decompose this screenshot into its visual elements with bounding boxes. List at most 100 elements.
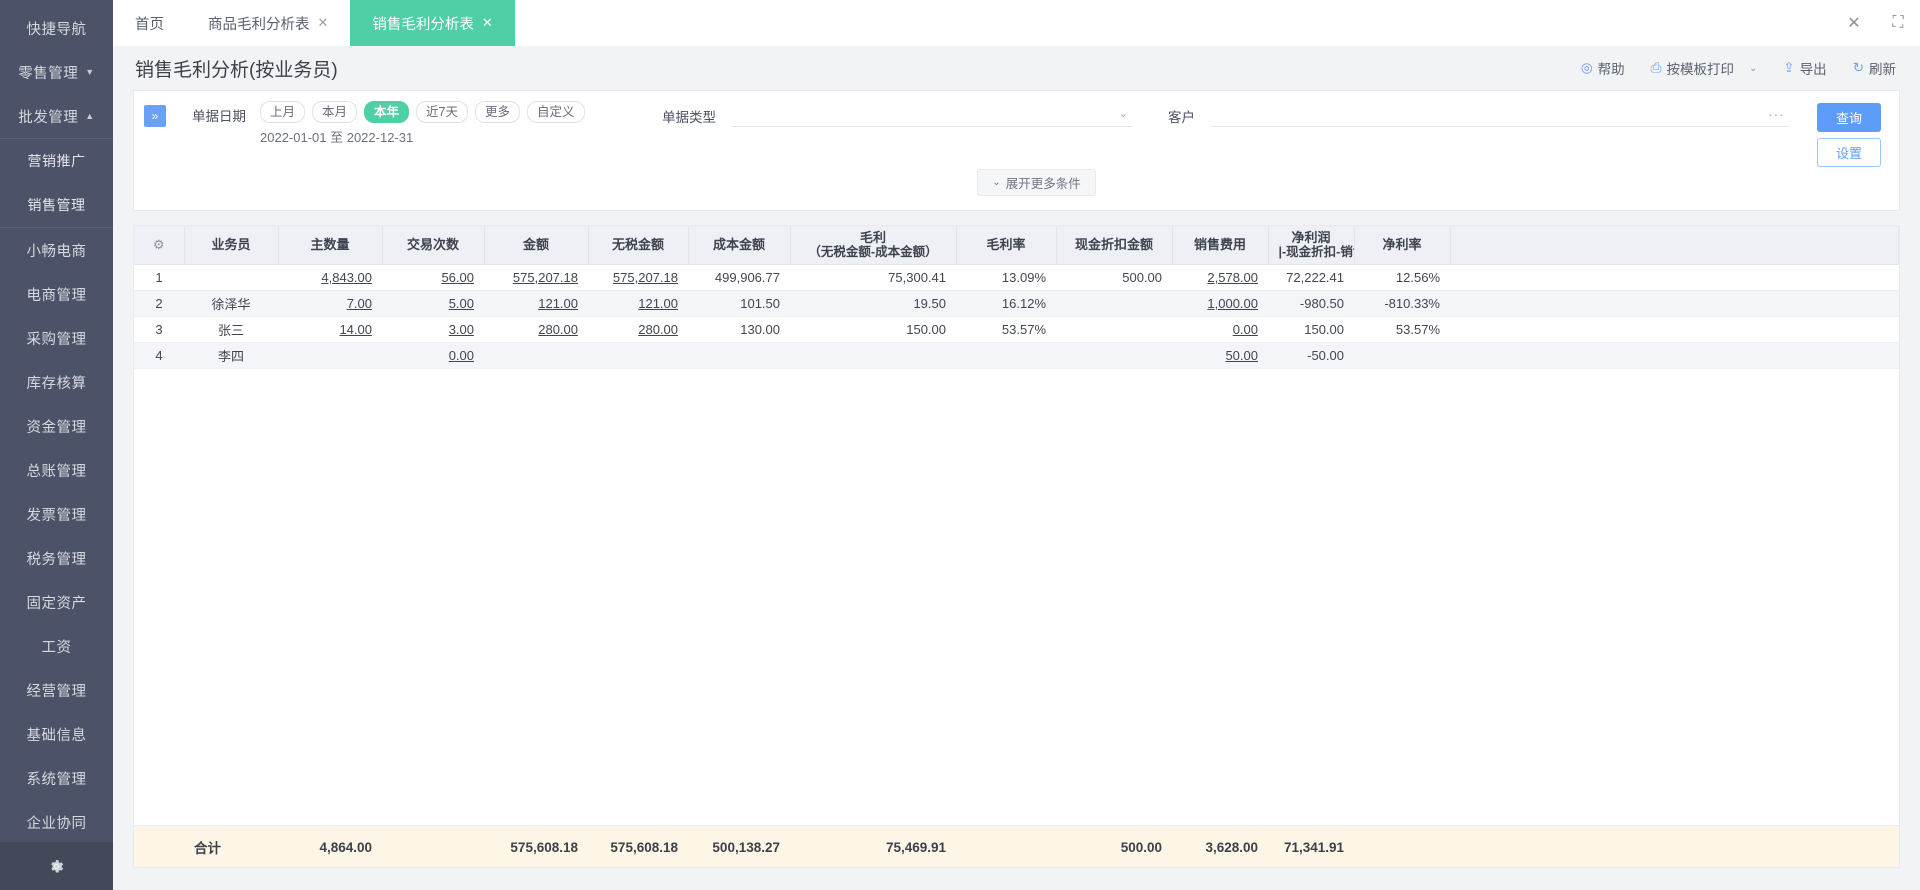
col-header-sales[interactable]: 业务员 (184, 226, 279, 265)
date-chip-0[interactable]: 上月 (260, 101, 306, 123)
customer-input[interactable]: ··· (1211, 101, 1789, 127)
cell-qty[interactable]: 14.00 (278, 316, 382, 343)
date-chip-3[interactable]: 近7天 (416, 101, 468, 123)
sidebar-item-5[interactable]: 小畅电商 (0, 228, 113, 272)
cell-netprofit: -50.00 (1268, 342, 1354, 369)
col-header-sublabel: （无税金额-成本金额） (808, 244, 938, 259)
col-header-amount[interactable]: 金额 (484, 226, 589, 265)
cell-cost: 499,906.77 (688, 264, 790, 291)
sidebar-item-11[interactable]: 发票管理 (0, 492, 113, 536)
cell-deals[interactable]: 56.00 (382, 264, 484, 291)
settings-button[interactable]: 设置 (1816, 138, 1881, 167)
cell-value: 3 (155, 321, 163, 337)
col-header-expense[interactable]: 销售费用 (1172, 226, 1269, 265)
tab-fullscreen-button[interactable]: ⛶ (1892, 14, 1904, 31)
col-header-label: 无税金额 (611, 237, 664, 253)
cell-amount[interactable]: 575,207.18 (484, 264, 588, 291)
col-header-grossrate[interactable]: 毛利率 (956, 226, 1057, 265)
cell-notax[interactable]: 575,207.18 (588, 264, 688, 291)
col-header-cashdisc[interactable]: 现金折扣金额 (1056, 226, 1173, 265)
sidebar-item-16[interactable]: 基础信息 (0, 712, 113, 756)
date-chip-4[interactable]: 更多 (475, 101, 521, 123)
header-action-0[interactable]: ◎ 帮助 (1581, 58, 1625, 78)
sidebar-item-13[interactable]: 固定资产 (0, 580, 113, 624)
header-action-2[interactable]: ⇪ 导出 (1783, 58, 1826, 78)
close-icon[interactable]: ✕ (317, 15, 329, 30)
cell-qty[interactable]: 7.00 (278, 290, 382, 317)
col-header-gross[interactable]: 毛利 （无税金额-成本金额） (790, 226, 957, 265)
sidebar-items: 快捷导航 零售管理 ▼ 批发管理 ▲ 营销推广 销售管理 小畅电商 电商管理 采购管理 库存核算资金… (0, 0, 113, 842)
col-header-cost[interactable]: 成本金额 (688, 226, 791, 265)
tab-2[interactable]: 销售毛利分析表 ✕ (350, 0, 515, 46)
date-chip-2[interactable]: 本年 (364, 101, 410, 123)
cell-notax[interactable]: 280.00 (588, 316, 688, 343)
sidebar-item-15[interactable]: 经营管理 (0, 668, 113, 712)
sidebar-item-3[interactable]: 营销推广 (0, 139, 113, 183)
sidebar-item-4[interactable]: 销售管理 (0, 183, 113, 227)
sidebar-item-0[interactable]: 快捷导航 (0, 6, 113, 50)
close-icon[interactable]: ✕ (481, 15, 493, 30)
tab-0[interactable]: 首页 (113, 0, 186, 46)
gear-icon[interactable]: ⚙ (152, 237, 165, 253)
date-chip-1[interactable]: 本月 (312, 101, 358, 123)
header-action-1[interactable]: ⎙ 按模板打印 ⌄ (1651, 58, 1758, 78)
sidebar-settings-button[interactable] (0, 842, 113, 890)
sidebar-item-8[interactable]: 库存核算 (0, 360, 113, 404)
customer-more-icon[interactable]: ··· (1767, 105, 1785, 122)
table-row[interactable]: 1 4,843.00 56.00 575,207.18 575,207.18 499,90… (134, 264, 1899, 291)
total-cell-amount: 575,608.18 (510, 839, 578, 855)
sidebar-item-10[interactable]: 总账管理 (0, 448, 113, 492)
cell-amount[interactable]: 280.00 (484, 316, 588, 343)
table-row[interactable]: 3 张三 14.00 3.00 280.00 280.00 130.00 150.00 53.5… (134, 316, 1899, 343)
expand-more-conditions-button[interactable]: ⌄ 展开更多条件 (977, 169, 1096, 196)
tab-1[interactable]: 商品毛利分析表 ✕ (186, 0, 350, 46)
sidebar-item-7[interactable]: 采购管理 (0, 316, 113, 360)
cell-deals[interactable]: 5.00 (382, 290, 484, 317)
table-row[interactable]: 2 徐泽华 7.00 5.00 121.00 121.00 101.50 19.50 16.12… (134, 290, 1899, 317)
doc-type-input[interactable]: ⌄ (732, 101, 1132, 127)
table-scroll-area[interactable]: ⚙ 业务员 主数量 交易次数 金额 无税金额 成本金额 毛利 （无税金额-成本金额） 毛利率 现金折… (134, 226, 1899, 825)
cell-expense[interactable]: 2,578.00 (1172, 264, 1268, 291)
date-chip-5[interactable]: 自定义 (527, 101, 585, 123)
tab-label: 首页 (135, 16, 164, 33)
col-header-notax[interactable]: 无税金额 (588, 226, 689, 265)
col-header-netrate[interactable]: 净利率 (1354, 226, 1451, 265)
cell-expense[interactable]: 50.00 (1172, 342, 1268, 369)
refresh-icon: ↻ (1852, 60, 1864, 75)
sidebar-item-12[interactable]: 税务管理 (0, 536, 113, 580)
cell-expense[interactable]: 0.00 (1172, 316, 1268, 343)
header-action-label: 导出 (1799, 62, 1827, 77)
col-header-gear[interactable]: ⚙ (134, 226, 185, 265)
sidebar-item-label: 资金管理 (26, 419, 87, 436)
sidebar-item-6[interactable]: 电商管理 (0, 272, 113, 316)
filter-collapse-toggle[interactable]: » (144, 105, 166, 127)
tab-close-all-button[interactable]: ✕ (1847, 15, 1861, 32)
cell-pad (1450, 264, 1899, 291)
col-header-label: 毛利率 (986, 237, 1026, 253)
chevron-down-icon[interactable]: ⌄ (1748, 62, 1758, 74)
cell-deals[interactable]: 0.00 (382, 342, 484, 369)
query-button[interactable]: 查询 (1816, 103, 1881, 132)
cell-deals[interactable]: 3.00 (382, 316, 484, 343)
total-cell-cost: 500,138.27 (712, 839, 780, 855)
sidebar-item-14[interactable]: 工资 (0, 624, 113, 668)
total-cell-sales: 合计 (194, 841, 221, 856)
cell-notax[interactable]: 121.00 (588, 290, 688, 317)
sidebar-item-18[interactable]: 企业协同 (0, 800, 113, 842)
col-header-deals[interactable]: 交易次数 (382, 226, 485, 265)
col-header-pad[interactable] (1450, 226, 1899, 265)
table-row[interactable]: 4 李四 0.00 50.00 -50.00 (134, 342, 1899, 369)
tab-label: 商品毛利分析表 (208, 16, 310, 33)
header-action-3[interactable]: ↻ 刷新 (1853, 58, 1896, 78)
sidebar-item-9[interactable]: 资金管理 (0, 404, 113, 448)
col-header-qty[interactable]: 主数量 (278, 226, 383, 265)
sidebar-item-2[interactable]: 批发管理 ▲ (0, 94, 113, 138)
cell-expense[interactable]: 1,000.00 (1172, 290, 1268, 317)
sidebar-item-1[interactable]: 零售管理 ▼ (0, 50, 113, 94)
col-header-netprofit[interactable]: 净利润|-现金折扣-销售费 (1268, 226, 1355, 265)
sidebar-item-17[interactable]: 系统管理 (0, 756, 113, 800)
cell-qty[interactable]: 4,843.00 (278, 264, 382, 291)
cell-amount[interactable]: 121.00 (484, 290, 588, 317)
cell-cashdisc: 500.00 (1056, 264, 1172, 291)
cell-notax (588, 342, 688, 369)
